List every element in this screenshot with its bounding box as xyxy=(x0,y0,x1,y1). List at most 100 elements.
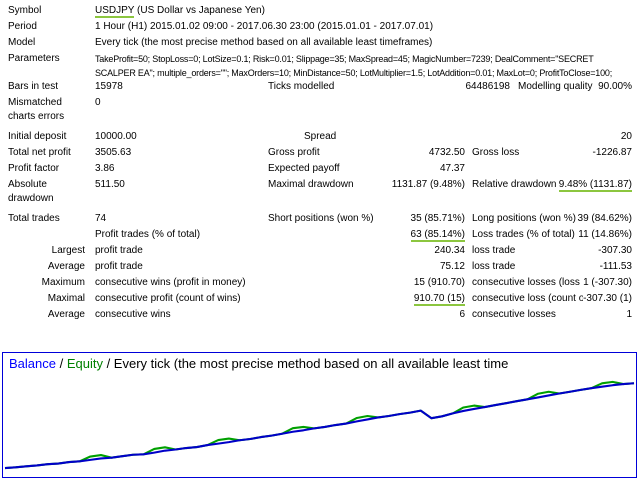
initial-deposit-value: 10000.00 xyxy=(95,131,137,142)
bars-in-test-value: 15978 xyxy=(95,81,123,92)
trades-right-cell: Long positions (won %) 39 (84.62%) xyxy=(465,212,632,226)
symbol-value: USDJPY (US Dollar vs Japanese Yen) xyxy=(95,4,632,18)
model-value: Every tick (the most precise method base… xyxy=(95,37,433,48)
chart-title-part: Balance xyxy=(9,356,56,371)
ptrades-mid-cell: 63 (85.14%) xyxy=(268,228,465,242)
initial-deposit-label: Initial deposit xyxy=(8,131,67,142)
largest-profit-trade-value: 240.34 xyxy=(434,245,465,256)
model-label: Model xyxy=(8,37,36,48)
report-row-average-trade: Average profit trade 75.12 loss trade -11… xyxy=(8,260,632,276)
avg-consecutive-wins-label: consecutive wins xyxy=(95,309,171,320)
pf-mid-cell: Expected payoff 47.37 xyxy=(268,162,465,176)
profit-factor-label: Profit factor xyxy=(8,163,60,174)
deposit-mid-cell: Spread xyxy=(268,130,465,144)
report-row-parameters: Parameters TakeProfit=50; StopLoss=0; Lo… xyxy=(8,52,632,80)
largest-mid-cell: 240.34 xyxy=(268,244,465,258)
average-profit-trade-value: 75.12 xyxy=(439,261,465,272)
total-net-profit-value: 3505.63 xyxy=(95,147,132,158)
chart-plot xyxy=(3,372,636,477)
bars-right-cell: Modelling quality 90.00% xyxy=(465,80,632,94)
average-profit-trade-label: profit trade xyxy=(95,261,143,272)
modelling-quality-label: Modelling quality xyxy=(518,81,593,92)
consecutive-loss-value: -307.30 (1) xyxy=(583,293,632,304)
avg-consecutive-wins-value: 6 xyxy=(459,309,465,320)
balance-line xyxy=(4,382,635,470)
report-row-net-profit: Total net profit 3505.63 Gross profit 473… xyxy=(8,146,632,162)
average-mid-cell: 75.12 xyxy=(268,260,465,274)
report-row-maximal: Maximal consecutive profit (count of win… xyxy=(8,292,632,308)
symbol-description: (US Dollar vs Japanese Yen) xyxy=(134,5,265,16)
avg-consecutive-losses-value: 1 xyxy=(626,309,632,320)
balance-equity-chart xyxy=(4,380,635,470)
gross-loss-label: Gross loss xyxy=(472,147,520,158)
report-row-total-trades: Total trades 74 Short positions (won %) 3… xyxy=(8,212,632,228)
report-row-profit-trades: Profit trades (% of total) 63 (85.14%) L… xyxy=(8,228,632,244)
report-row-profit-factor: Profit factor 3.86 Expected payoff 47.37 xyxy=(8,162,632,178)
period-value: 1 Hour (H1) 2015.01.02 09:00 - 2017.06.3… xyxy=(95,21,434,32)
average-loss-trade-value: -111.53 xyxy=(599,261,632,272)
parameters-label: Parameters xyxy=(8,53,60,64)
absolute-drawdown-label: Absolute drawdown xyxy=(8,179,54,204)
report-row-model: Model Every tick (the most precise metho… xyxy=(8,36,632,52)
avg-consecutive-label: Average xyxy=(47,309,85,320)
chart-panel: Balance / Equity / Every tick (the most … xyxy=(2,352,637,478)
parameters-value: TakeProfit=50; StopLoss=0; LotSize=0.1; … xyxy=(95,54,613,78)
max-consecutive-losses-label: consecutive losses (loss in money) xyxy=(472,277,583,288)
bars-mid-cell: Ticks modelled 64486198 xyxy=(268,80,510,94)
strategy-tester-report: Symbol USDJPY (US Dollar vs Japanese Yen… xyxy=(8,4,632,322)
chart-title-part: Equity xyxy=(66,356,103,371)
ticks-modelled-label: Ticks modelled xyxy=(268,81,335,92)
report-row-drawdown: Absolute drawdown 511.50 Maximal drawdow… xyxy=(8,178,632,206)
report-row-deposit: Initial deposit 10000.00 Spread 20 xyxy=(8,130,632,146)
largest-profit-trade-label: profit trade xyxy=(95,245,143,256)
absolute-drawdown-value: 511.50 xyxy=(95,179,125,190)
chart-title: Balance / Equity / Every tick (the most … xyxy=(3,353,636,372)
bars-in-test-label: Bars in test xyxy=(8,81,59,92)
profit-factor-value: 3.86 xyxy=(95,163,115,174)
maximal-label: Maximal xyxy=(47,293,85,304)
report-row-symbol: Symbol USDJPY (US Dollar vs Japanese Yen… xyxy=(8,4,632,20)
report-row-bars: Bars in test 15978 Ticks modelled 6448619… xyxy=(8,80,632,96)
maximum-right-cell: consecutive losses (loss in money)1 (-30… xyxy=(465,276,632,290)
consecutive-profit-value: 910.70 (15) xyxy=(413,293,465,306)
max-consecutive-losses-value: 1 (-307.30) xyxy=(583,277,632,288)
total-trades-label: Total trades xyxy=(8,213,60,224)
equity-line xyxy=(4,380,635,470)
relative-drawdown-label: Relative drawdown xyxy=(472,179,557,190)
gross-loss-value: -1226.87 xyxy=(592,147,632,158)
symbol-ticker: USDJPY xyxy=(95,5,135,18)
report-row-period: Period 1 Hour (H1) 2015.01.02 09:00 - 20… xyxy=(8,20,632,36)
average-loss-trade-label: loss trade xyxy=(472,261,516,272)
maximal-mid-cell: 910.70 (15) xyxy=(268,292,465,306)
chart-title-part: / xyxy=(55,356,67,371)
profit-trades-value: 63 (85.14%) xyxy=(410,229,465,242)
avg-consecutive-losses-label: consecutive losses xyxy=(472,309,556,320)
loss-trades-value: 11 (14.86%) xyxy=(578,229,632,240)
long-positions-label: Long positions (won %) xyxy=(472,213,576,224)
report-row-mismatch: Mismatched charts errors 0 xyxy=(8,96,632,124)
consecutive-profit-label: consecutive profit (count of wins) xyxy=(95,293,241,304)
report-row-largest: Largest profit trade 240.34 loss trade -3… xyxy=(8,244,632,260)
long-positions-value: 39 (84.62%) xyxy=(577,213,632,224)
dd-mid-cell: Maximal drawdown 1131.87 (9.48%) xyxy=(268,178,465,192)
total-trades-value: 74 xyxy=(95,213,107,224)
avgcons-mid-cell: 6 xyxy=(268,308,465,322)
dd-right-cell: Relative drawdown 9.48% (1131.87) xyxy=(465,178,632,192)
maximal-drawdown-value: 1131.87 (9.48%) xyxy=(391,179,465,190)
short-positions-label: Short positions (won %) xyxy=(268,213,374,224)
largest-label: Largest xyxy=(51,245,85,256)
gross-profit-label: Gross profit xyxy=(268,147,320,158)
gross-profit-value: 4732.50 xyxy=(428,147,465,158)
total-net-profit-label: Total net profit xyxy=(8,147,71,158)
expected-payoff-value: 47.37 xyxy=(439,163,465,174)
net-right-cell: Gross loss -1226.87 xyxy=(465,146,632,160)
consecutive-loss-label: consecutive loss (count of losses) xyxy=(472,293,584,304)
max-consecutive-wins-label: consecutive wins (profit in money) xyxy=(95,277,246,288)
average-right-cell: loss trade -111.53 xyxy=(465,260,632,274)
mismatched-errors-value: 0 xyxy=(95,97,101,108)
deposit-right-cell: 20 xyxy=(465,130,632,144)
expected-payoff-label: Expected payoff xyxy=(268,163,340,174)
loss-trades-label: Loss trades (% of total) xyxy=(472,229,575,240)
relative-drawdown-value: 9.48% (1131.87) xyxy=(558,179,632,192)
trades-mid-cell: Short positions (won %) 35 (85.71%) xyxy=(268,212,465,226)
